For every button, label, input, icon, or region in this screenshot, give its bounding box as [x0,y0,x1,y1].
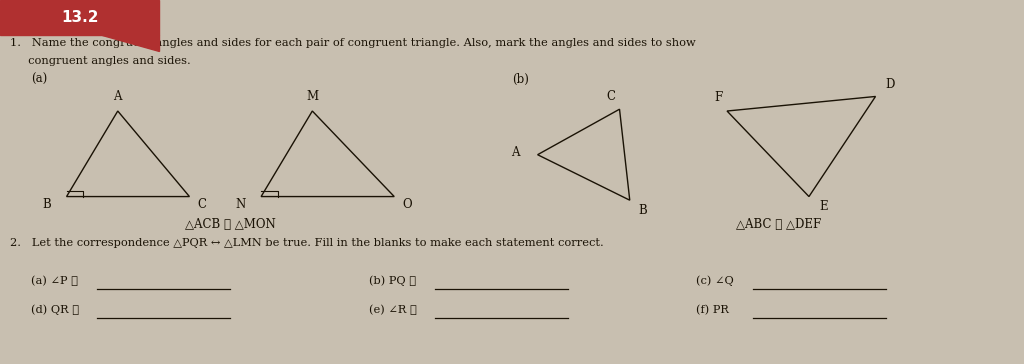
Text: C: C [198,198,207,211]
Text: △ABC ≅ △DEF: △ABC ≅ △DEF [735,218,821,232]
Text: 1.   Name the congruent angles and sides for each pair of congruent triangle. Al: 1. Name the congruent angles and sides f… [10,38,696,48]
Bar [0,0,159,35]
Text: B: B [638,204,647,217]
Text: E: E [819,200,827,213]
Text: (d) QR ≅: (d) QR ≅ [31,304,79,315]
Text: 2.   Let the correspondence △PQR ↔ △LMN be true. Fill in the blanks to make each: 2. Let the correspondence △PQR ↔ △LMN be… [10,238,604,248]
Text: O: O [402,198,412,211]
Polygon shape [102,35,159,51]
Text: 13.2: 13.2 [61,10,98,25]
Text: D: D [886,78,895,91]
Text: (b): (b) [512,73,528,86]
Text: (e) ∠R ≅: (e) ∠R ≅ [369,304,417,315]
Text: (b) PQ ≅: (b) PQ ≅ [369,275,416,286]
Text: A: A [511,146,519,159]
Text: (a): (a) [31,73,47,86]
Text: A: A [114,90,122,103]
Text: M: M [306,90,318,103]
Text: B: B [42,198,51,211]
Text: △ACB ≅ △MON: △ACB ≅ △MON [185,218,275,232]
Text: F: F [715,91,723,104]
Text: (a) ∠P ≅: (a) ∠P ≅ [31,275,78,286]
Text: C: C [607,90,615,103]
Text: (c) ∠Q: (c) ∠Q [696,275,734,286]
Text: congruent angles and sides.: congruent angles and sides. [10,56,191,66]
Text: N: N [236,198,246,211]
Text: (f) PR: (f) PR [696,305,729,315]
